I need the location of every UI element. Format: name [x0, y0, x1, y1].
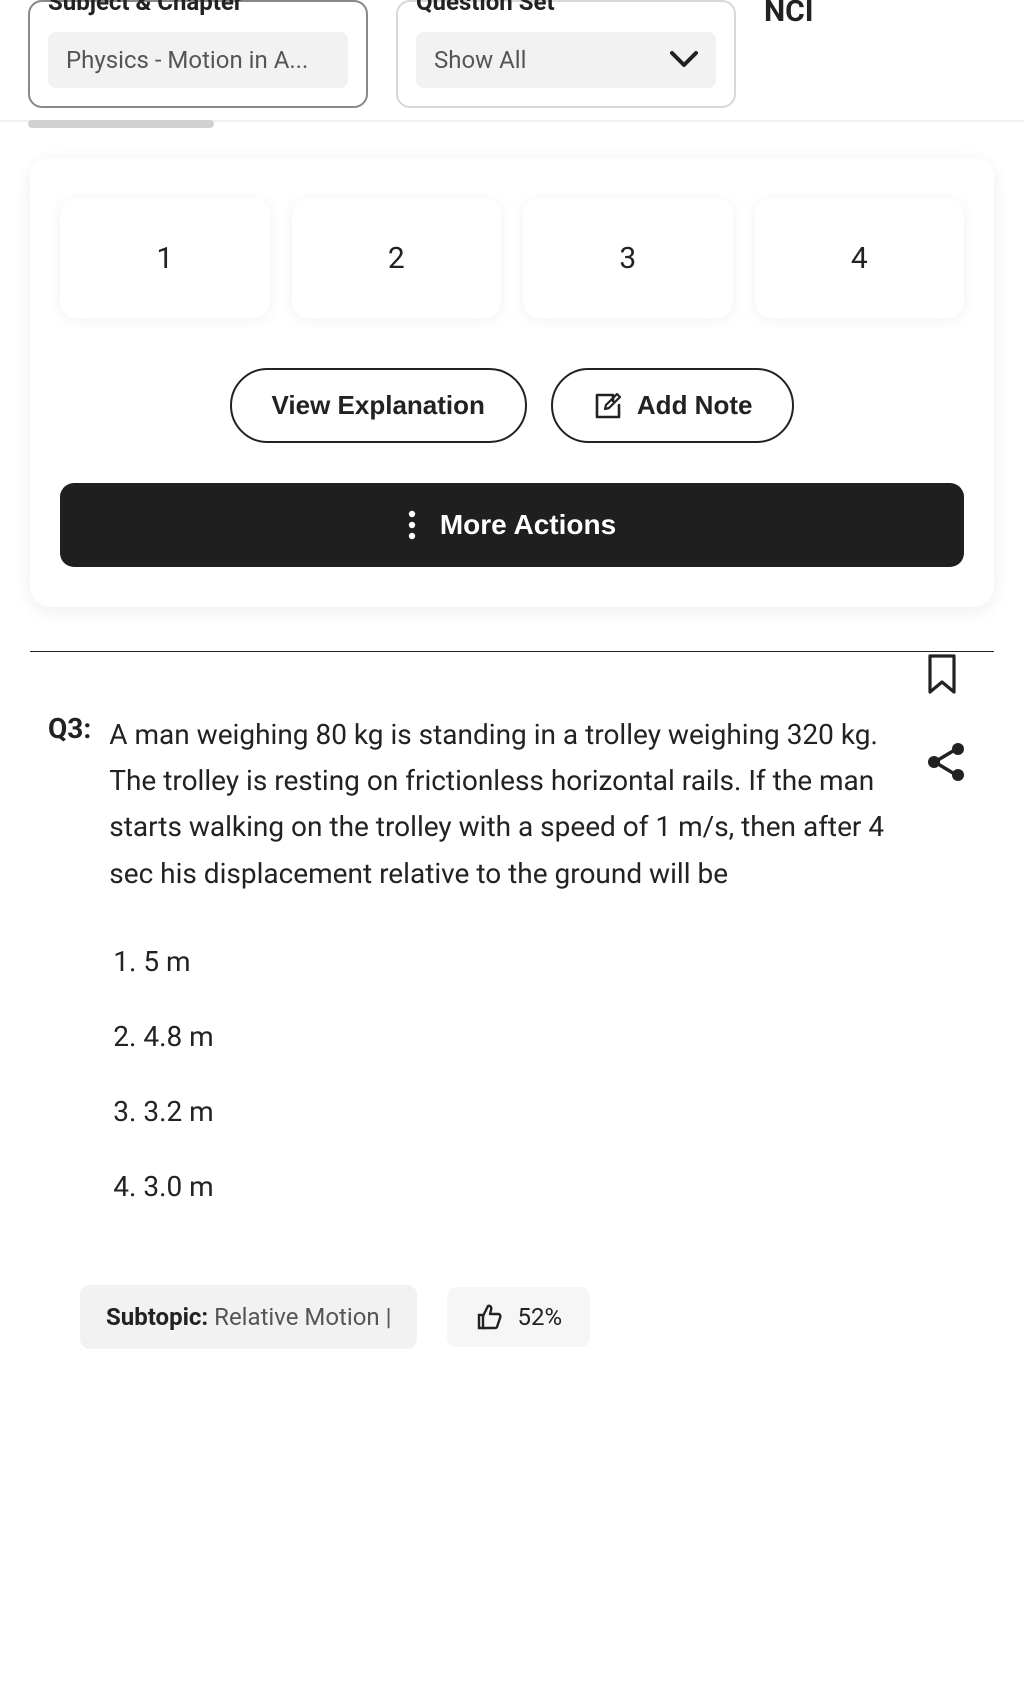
option-1[interactable]: 1 [60, 198, 270, 318]
filters-bar: Subject & Chapter Physics - Motion in A.… [0, 0, 1024, 122]
question-footer-row: Subtopic: Relative Motion | 52% [0, 1275, 1024, 1379]
bookmark-icon[interactable] [924, 652, 968, 696]
option-4[interactable]: 4 [755, 198, 965, 318]
answer-option-4[interactable]: 4. 3.0 m [113, 1170, 976, 1203]
subtopic-value: Relative Motion | [208, 1303, 391, 1331]
answer-option-2[interactable]: 2. 4.8 m [113, 1020, 976, 1053]
more-actions-label: More Actions [440, 509, 616, 541]
like-percentage: 52% [517, 1303, 562, 1331]
share-icon[interactable] [924, 740, 968, 784]
subject-chapter-filter[interactable]: Subject & Chapter Physics - Motion in A.… [28, 0, 368, 108]
question-block: Q3: A man weighing 80 kg is standing in … [0, 652, 1024, 1275]
answer-option-3[interactable]: 3. 3.2 m [113, 1095, 976, 1128]
chevron-down-icon [670, 51, 698, 69]
view-explanation-button[interactable]: View Explanation [230, 368, 527, 443]
question-side-icons [924, 652, 968, 784]
view-explanation-label: View Explanation [272, 390, 485, 421]
question-set-value-box[interactable]: Show All [416, 32, 716, 88]
add-note-label: Add Note [637, 390, 753, 421]
action-buttons-row: View Explanation Add Note [60, 368, 964, 443]
horizontal-scroll-indicator[interactable] [28, 120, 214, 128]
filter-partial-right: NCI [764, 0, 814, 108]
question-set-value: Show All [434, 46, 526, 74]
question-body: A man weighing 80 kg is standing in a tr… [109, 712, 976, 1245]
previous-question-card: 1 2 3 4 View Explanation Add Note [30, 158, 994, 607]
like-pill[interactable]: 52% [447, 1287, 590, 1347]
subject-chapter-label: Subject & Chapter [48, 0, 348, 16]
edit-note-icon [593, 391, 623, 421]
add-note-button[interactable]: Add Note [551, 368, 795, 443]
subject-chapter-value: Physics - Motion in A... [66, 46, 308, 74]
question-set-label: Question Set [416, 0, 716, 16]
answer-options-row: 1 2 3 4 [60, 198, 964, 318]
option-3[interactable]: 3 [523, 198, 733, 318]
answer-option-1[interactable]: 1. 5 m [113, 945, 976, 978]
thumbs-up-icon [475, 1303, 503, 1331]
option-2[interactable]: 2 [292, 198, 502, 318]
subject-chapter-value-box[interactable]: Physics - Motion in A... [48, 32, 348, 88]
question-number-label: Q3: [48, 712, 91, 1245]
answer-list: 1. 5 m 2. 4.8 m 3. 3.2 m 4. 3.0 m [109, 945, 976, 1203]
more-actions-button[interactable]: More Actions [60, 483, 964, 567]
subtopic-pill[interactable]: Subtopic: Relative Motion | [80, 1285, 417, 1349]
kebab-menu-icon [408, 510, 416, 540]
question-text: A man weighing 80 kg is standing in a tr… [109, 712, 976, 897]
subtopic-label: Subtopic: [106, 1303, 208, 1331]
question-set-filter[interactable]: Question Set Show All [396, 0, 736, 108]
